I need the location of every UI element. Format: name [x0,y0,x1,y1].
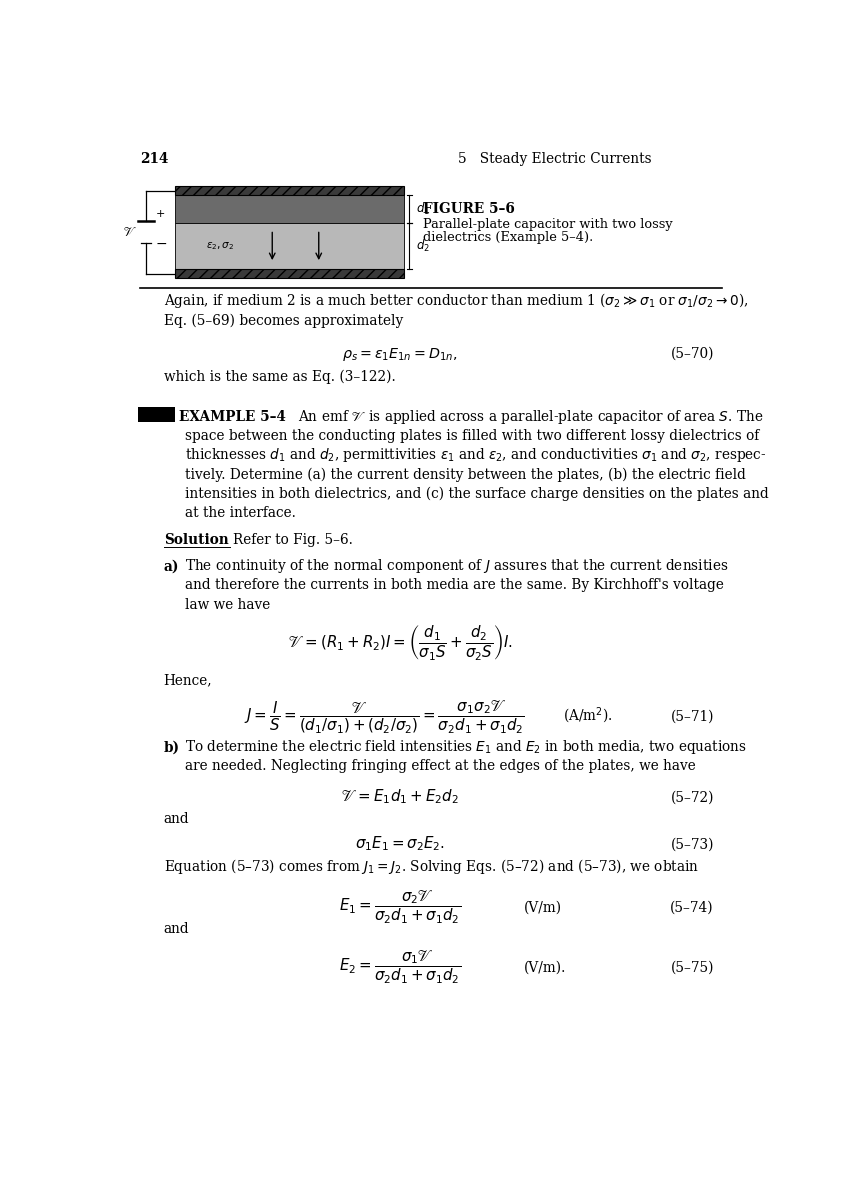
Text: An emf $\mathscr{V}$ is applied across a parallel-plate capacitor of area $S$. T: An emf $\mathscr{V}$ is applied across a… [297,408,762,426]
Text: (5–74): (5–74) [669,900,713,914]
Text: Hence,: Hence, [164,673,212,687]
Bar [176,186,403,196]
Text: (A/m$^2$).: (A/m$^2$). [562,706,612,726]
Text: (V/m): (V/m) [523,900,561,914]
Text: and: and [164,812,189,826]
Text: $\mathscr{V}$: $\mathscr{V}$ [122,226,136,239]
Text: Eq. (5–69) becomes approximately: Eq. (5–69) becomes approximately [164,315,403,329]
Text: (5–73): (5–73) [669,838,713,852]
Text: law we have: law we have [185,597,269,611]
Text: $E_2 = \dfrac{\sigma_1\mathscr{V}}{\sigma_2 d_1 + \sigma_1 d_2}$: $E_2 = \dfrac{\sigma_1\mathscr{V}}{\sigm… [338,949,461,986]
Bar [138,408,176,423]
Text: space between the conducting plates is filled with two different lossy dielectri: space between the conducting plates is f… [185,429,758,443]
Text: The continuity of the normal component of $J$ assures that the current densities: The continuity of the normal component o… [185,557,728,575]
Text: are needed. Neglecting fringing effect at the edges of the plates, we have: are needed. Neglecting fringing effect a… [185,760,695,774]
Text: $d_2$: $d_2$ [415,238,429,254]
Text: $\rho_s = \epsilon_1 E_{1n} = D_{1n},$: $\rho_s = \epsilon_1 E_{1n} = D_{1n},$ [342,345,457,363]
Text: at the interface.: at the interface. [185,507,295,521]
Text: −: − [156,237,167,251]
Text: Parallel-plate capacitor with two lossy: Parallel-plate capacitor with two lossy [423,218,672,231]
Text: EXAMPLE 5–4: EXAMPLE 5–4 [179,410,286,424]
Text: and: and [164,922,189,935]
Text: (5–70): (5–70) [669,346,713,360]
Text: $\mathscr{V} = (R_1 + R_2)I = \left(\dfrac{d_1}{\sigma_1 S} + \dfrac{d_2}{\sigma: $\mathscr{V} = (R_1 + R_2)I = \left(\dfr… [287,623,512,662]
Text: a): a) [164,560,179,574]
Text: and therefore the currents in both media are the same. By Kirchhoff's voltage: and therefore the currents in both media… [185,578,722,593]
Text: +: + [156,210,165,219]
Text: $J = \dfrac{I}{S} = \dfrac{\mathscr{V}}{(d_1/\sigma_1) + (d_2/\sigma_2)} = \dfra: $J = \dfrac{I}{S} = \dfrac{\mathscr{V}}{… [244,699,524,735]
Text: b): b) [164,740,180,754]
Text: thicknesses $d_1$ and $d_2$, permittivities $\epsilon_1$ and $\epsilon_2$, and c: thicknesses $d_1$ and $d_2$, permittivit… [185,446,766,464]
Text: which is the same as Eq. (3–122).: which is the same as Eq. (3–122). [164,370,395,384]
Text: $\epsilon_2, \sigma_2$: $\epsilon_2, \sigma_2$ [206,240,235,252]
Text: tively. Determine (a) the current density between the plates, (b) the electric f: tively. Determine (a) the current densit… [185,468,744,482]
Bar [176,224,403,270]
Text: dielectrics (Example 5–4).: dielectrics (Example 5–4). [423,231,593,245]
Text: To determine the electric field intensities $E_1$ and $E_2$ in both media, two e: To determine the electric field intensit… [185,739,745,756]
Text: (V/m).: (V/m). [523,960,565,974]
Text: Solution: Solution [164,534,228,547]
Bar [176,270,403,278]
Text: intensities in both dielectrics, and (c) the surface charge densities on the pla: intensities in both dielectrics, and (c)… [185,487,767,501]
Text: $E_1 = \dfrac{\sigma_2\mathscr{V}}{\sigma_2 d_1 + \sigma_1 d_2}$: $E_1 = \dfrac{\sigma_2\mathscr{V}}{\sigm… [338,889,461,926]
Text: (5–72): (5–72) [669,790,713,805]
Text: $\mathscr{V} = E_1 d_1 + E_2 d_2$: $\mathscr{V} = E_1 d_1 + E_2 d_2$ [341,787,458,806]
Text: 5   Steady Electric Currents: 5 Steady Electric Currents [457,152,651,166]
Text: (5–71): (5–71) [669,709,713,723]
Text: 214: 214 [140,152,169,166]
Text: Again, if medium 2 is a much better conductor than medium 1 ($\sigma_2 \gg \sigm: Again, if medium 2 is a much better cond… [164,291,747,310]
Text: FIGURE 5–6: FIGURE 5–6 [423,201,515,216]
Text: Equation (5–73) comes from $J_1 = J_2$. Solving Eqs. (5–72) and (5–73), we obtai: Equation (5–73) comes from $J_1 = J_2$. … [164,858,698,876]
Text: (5–75): (5–75) [669,960,713,974]
Text: Refer to Fig. 5–6.: Refer to Fig. 5–6. [233,534,353,547]
Text: $\sigma_1 E_1 = \sigma_2 E_2.$: $\sigma_1 E_1 = \sigma_2 E_2.$ [354,834,445,853]
Text: $d_1$: $d_1$ [415,201,429,218]
Bar [176,196,403,224]
